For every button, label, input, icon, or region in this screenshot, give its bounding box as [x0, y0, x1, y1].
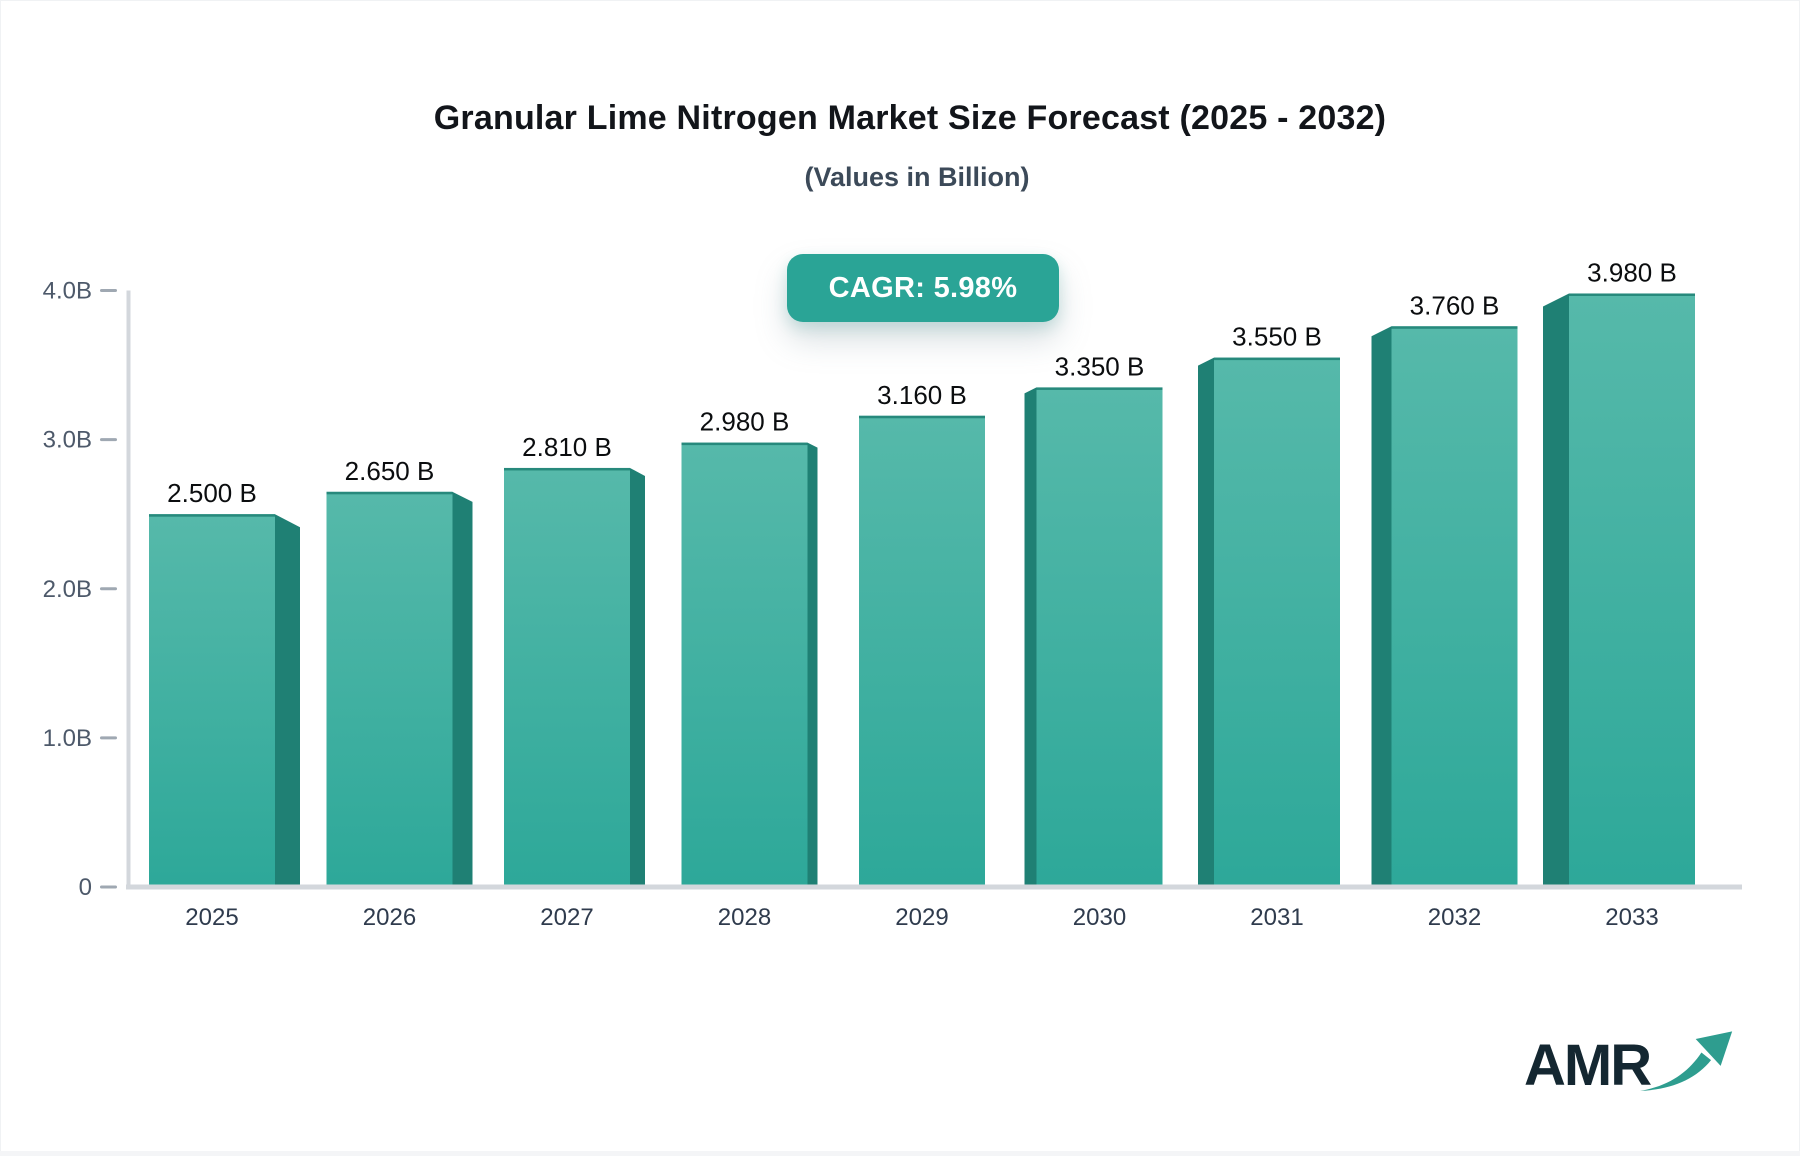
bar-side-face — [1024, 387, 1037, 887]
bar-top-edge — [504, 467, 630, 471]
chart-subtitle: (Values in Billion) — [804, 162, 1030, 192]
bar — [149, 514, 275, 888]
bar-group: 2.810 B 2027 — [504, 432, 645, 931]
x-axis-label: 2028 — [718, 904, 771, 931]
cagr-badge: CAGR: 5.98% — [787, 254, 1059, 322]
x-axis-label: 2033 — [1605, 904, 1658, 931]
y-axis-label: 1.0B — [43, 725, 92, 752]
arrow-swoosh — [1640, 1052, 1712, 1091]
page-title: Granular Lime Nitrogen Market Size Forec… — [433, 99, 1387, 137]
bar — [1391, 326, 1518, 888]
bar-group: 3.550 B 2031 — [1198, 322, 1340, 931]
bar-top-edge — [1391, 326, 1518, 329]
bar-value-label: 2.980 B — [700, 407, 790, 437]
bar-side-face — [807, 442, 818, 887]
bar — [859, 415, 985, 888]
bar-top-edge — [326, 491, 453, 495]
y-tick-mark — [100, 885, 117, 889]
y-tick-mark — [100, 438, 117, 442]
bar-top-edge — [859, 415, 985, 419]
bar — [1214, 357, 1340, 888]
bar-top-edge — [681, 442, 808, 446]
y-axis-label: 0 — [79, 874, 92, 901]
bar — [326, 491, 453, 888]
cagr-badge-label: CAGR: 5.98% — [828, 271, 1018, 304]
bar-group: 3.760 B 2032 — [1371, 290, 1518, 931]
x-axis-label: 2025 — [185, 904, 238, 931]
bar-group: 2.980 B 2028 — [681, 407, 818, 931]
x-axis-label: 2026 — [363, 904, 416, 931]
y-axis-line — [126, 290, 131, 889]
bar-side-face — [1371, 326, 1392, 887]
y-axis-label: 3.0B — [43, 427, 92, 454]
bar-value-label: 2.500 B — [167, 478, 257, 508]
growth-arrow-icon — [1640, 1031, 1733, 1091]
amr-logo-text: AMR — [1524, 1033, 1652, 1098]
x-axis-label: 2029 — [895, 904, 948, 931]
bar-value-label: 3.160 B — [877, 380, 967, 410]
bar-top-edge — [1036, 387, 1163, 390]
bar — [1036, 387, 1163, 888]
bar-top-edge — [1214, 357, 1340, 361]
bar-top-edge — [1569, 293, 1695, 296]
bar-value-label: 3.350 B — [1055, 351, 1145, 381]
x-axis-label: 2032 — [1428, 904, 1481, 931]
x-axis-label: 2027 — [540, 904, 593, 931]
arrow-head — [1695, 1031, 1733, 1066]
bar-value-label: 3.980 B — [1587, 257, 1677, 287]
bar-group: 3.980 B 2033 — [1543, 257, 1695, 931]
bar — [1569, 293, 1695, 888]
bar — [681, 442, 808, 888]
y-axis-label: 4.0B — [43, 278, 92, 305]
y-tick-mark — [100, 587, 117, 591]
bar-side-face — [452, 491, 473, 887]
bar-group: 3.350 B 2030 — [1024, 351, 1163, 931]
bar-value-label: 2.810 B — [522, 432, 612, 462]
bar-top-edge — [149, 514, 275, 517]
bar-group: 3.160 B 2029 — [859, 380, 985, 931]
bar-group: 2.650 B 2026 — [326, 456, 473, 931]
bar — [504, 467, 630, 888]
bar-value-label: 3.550 B — [1232, 322, 1322, 352]
bar-side-face — [1543, 293, 1569, 887]
bar-side-face — [1198, 357, 1214, 887]
bar-side-face — [630, 467, 645, 887]
bar-group: 2.500 B 2025 — [149, 478, 300, 931]
y-axis-label: 2.0B — [43, 576, 92, 603]
amr-logo: AMR — [1524, 1030, 1736, 1102]
bar-value-label: 3.760 B — [1410, 290, 1500, 320]
y-tick-mark — [100, 289, 117, 292]
y-tick-mark — [100, 736, 117, 740]
x-axis-label: 2030 — [1073, 904, 1126, 931]
bar-value-label: 2.650 B — [345, 456, 435, 486]
bar-side-face — [275, 514, 300, 887]
x-axis-line — [126, 884, 1742, 890]
x-axis-label: 2031 — [1250, 904, 1303, 931]
